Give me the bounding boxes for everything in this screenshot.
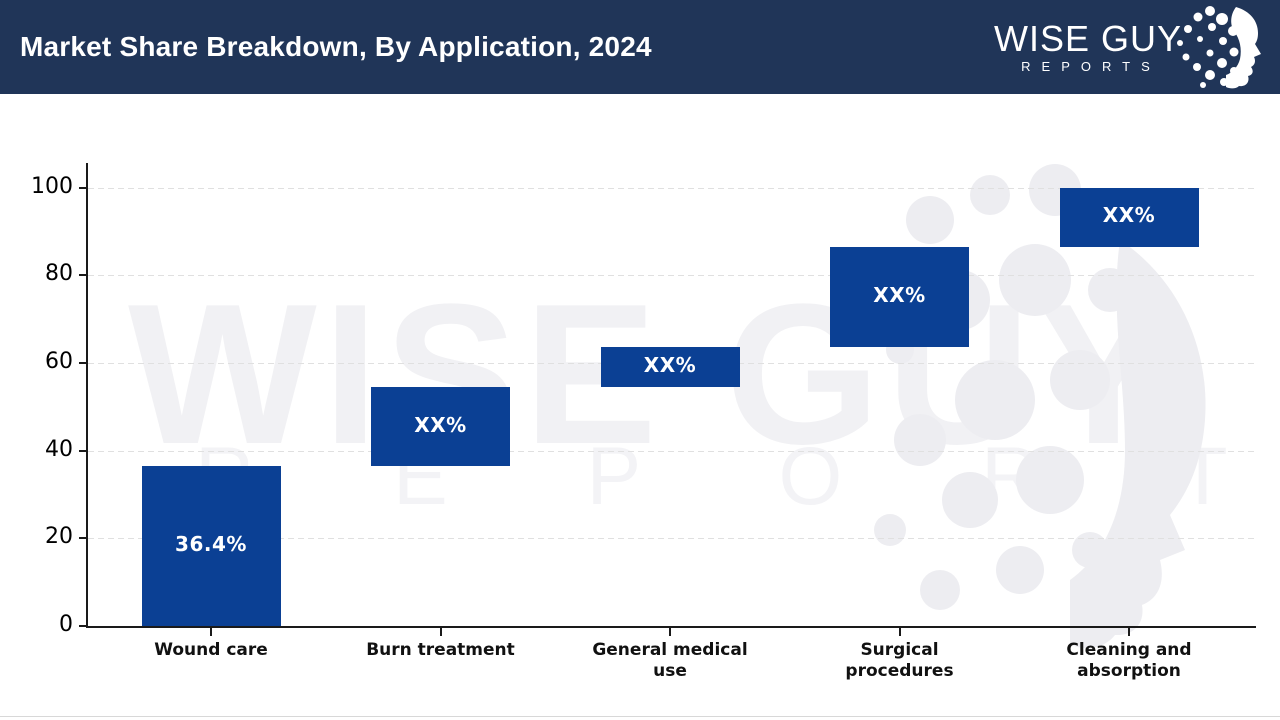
brand-name: WISE GUY bbox=[993, 17, 1182, 59]
gridline-100 bbox=[88, 187, 1256, 189]
y-tick-40 bbox=[79, 449, 88, 452]
bar-value-label-4: XX% bbox=[1102, 203, 1156, 228]
bar-value-label-1: XX% bbox=[414, 412, 467, 437]
x-axis-line bbox=[86, 626, 1256, 628]
y-tick-20 bbox=[79, 537, 88, 540]
x-tick-2 bbox=[669, 628, 671, 636]
x-tick-3 bbox=[898, 628, 901, 636]
y-axis-line bbox=[86, 163, 88, 628]
category-label-4: Cleaning and absorption bbox=[1066, 640, 1192, 682]
y-tick-label-40: 40 bbox=[45, 436, 73, 462]
y-tick-100 bbox=[79, 186, 88, 189]
y-tick-label-20: 20 bbox=[45, 524, 73, 550]
brand-subname: REPORTS bbox=[1021, 58, 1161, 74]
chart-title: Market Share Breakdown, By Application, … bbox=[20, 31, 652, 62]
dotted-face-logo-icon bbox=[1177, 6, 1261, 89]
bar-chart-plot-area: 0 20 40 60 80 100 36.4% Wound care XX% Burn treat… bbox=[0, 94, 1280, 720]
y-tick-80 bbox=[79, 274, 88, 277]
brand-logo-text: WISE GUY REPORTS bbox=[993, 17, 1182, 74]
x-tick-4 bbox=[1128, 628, 1130, 636]
category-label-0: Wound care bbox=[154, 640, 268, 660]
y-tick-label-60: 60 bbox=[45, 348, 73, 374]
bar-2 bbox=[600, 347, 740, 387]
bar-value-label-3: XX% bbox=[873, 283, 926, 308]
bar-value-label-0: 36.4% bbox=[175, 532, 247, 557]
gridline-80 bbox=[88, 275, 1256, 277]
y-tick-label-0: 0 bbox=[59, 612, 73, 637]
y-tick-label-100: 100 bbox=[31, 173, 73, 199]
bar-0 bbox=[141, 466, 281, 626]
header-bar: Market Share Breakdown, By Application, … bbox=[0, 0, 1280, 94]
category-label-3: Surgical procedures bbox=[845, 640, 954, 682]
x-tick-1 bbox=[439, 628, 442, 636]
bar-1 bbox=[371, 387, 510, 467]
y-tick-60 bbox=[79, 361, 88, 364]
category-label-1: Burn treatment bbox=[366, 640, 515, 660]
x-tick-0 bbox=[210, 628, 212, 636]
brand-logo: WISE GUY REPORTS bbox=[994, 5, 1262, 89]
y-tick-label-80: 80 bbox=[45, 261, 73, 287]
y-tick-0 bbox=[79, 625, 88, 627]
category-label-2: General medical use bbox=[592, 640, 748, 682]
gridline-20 bbox=[88, 538, 1256, 540]
bottom-divider bbox=[0, 716, 1280, 717]
bar-value-label-2: XX% bbox=[643, 353, 697, 378]
gridline-40 bbox=[88, 450, 1256, 452]
